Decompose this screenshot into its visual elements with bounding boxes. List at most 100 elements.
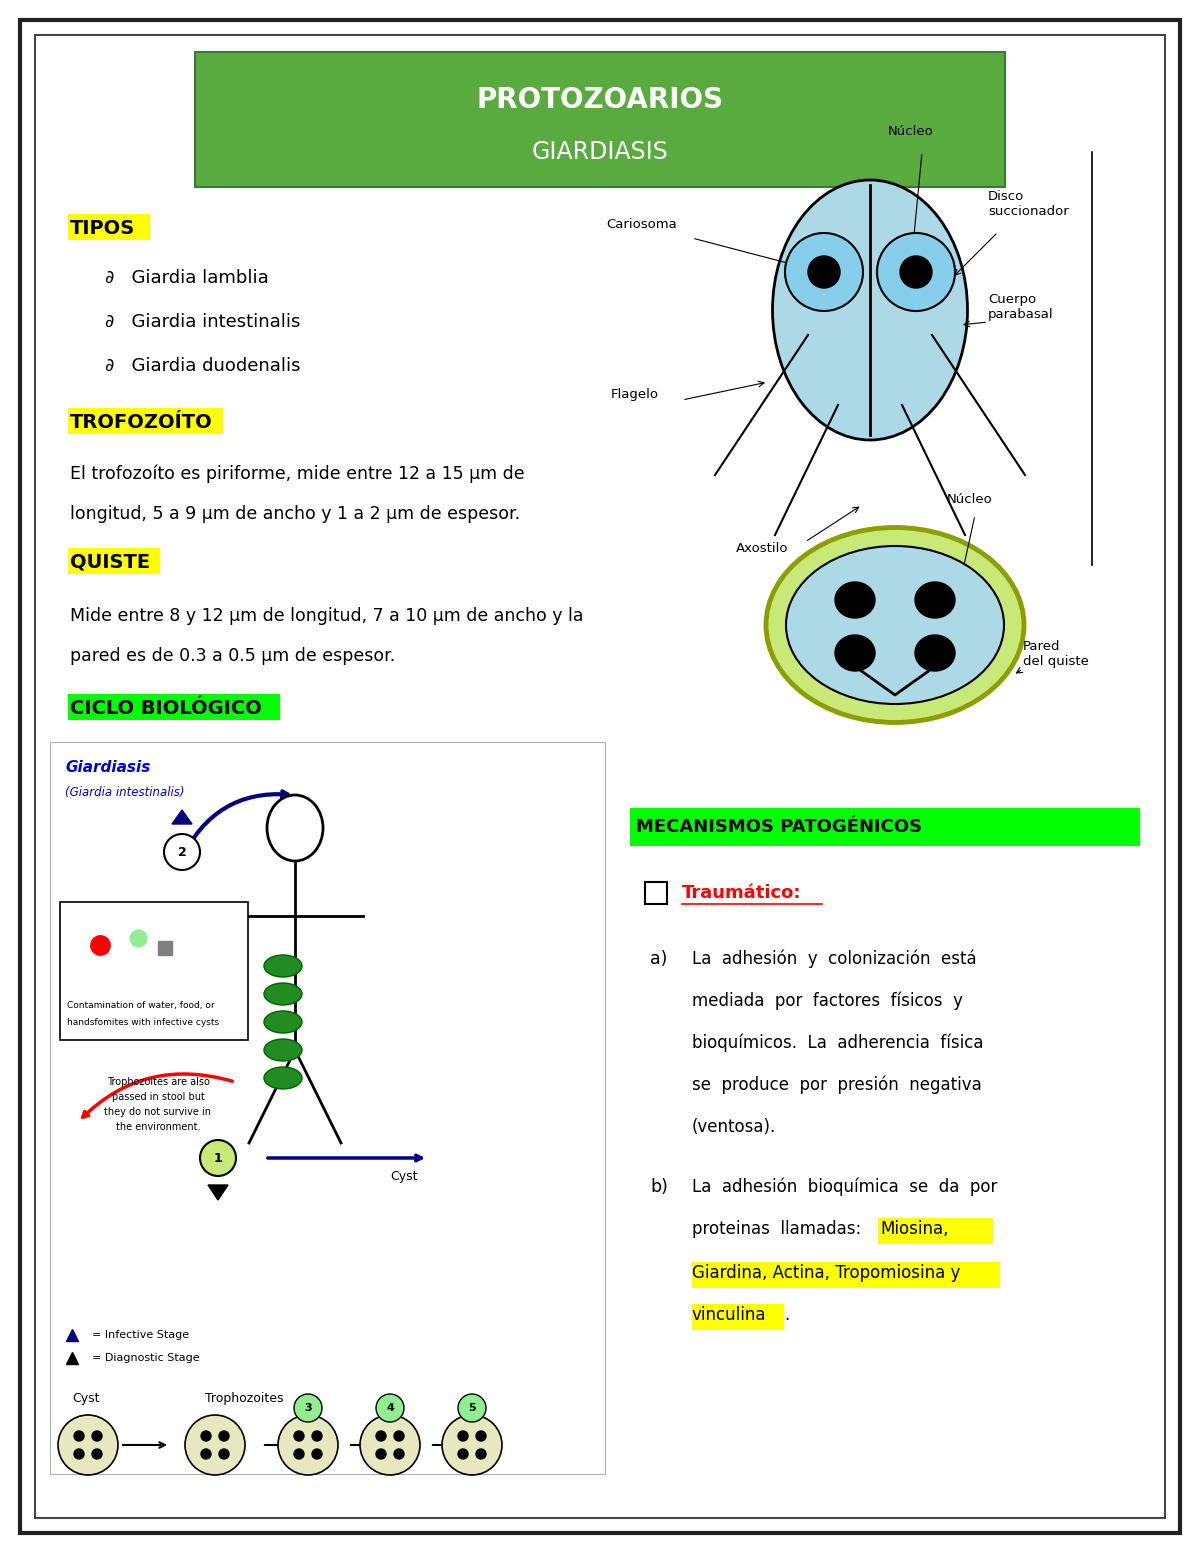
FancyBboxPatch shape bbox=[692, 1305, 784, 1329]
Polygon shape bbox=[208, 1185, 228, 1200]
FancyBboxPatch shape bbox=[646, 882, 667, 904]
Circle shape bbox=[360, 1415, 420, 1475]
Circle shape bbox=[185, 1415, 245, 1475]
Ellipse shape bbox=[264, 1039, 302, 1061]
Ellipse shape bbox=[264, 955, 302, 977]
Text: PROTOZOARIOS: PROTOZOARIOS bbox=[476, 85, 724, 113]
Text: 5: 5 bbox=[468, 1402, 476, 1413]
Circle shape bbox=[442, 1415, 502, 1475]
FancyBboxPatch shape bbox=[630, 808, 1140, 846]
Text: Mide entre 8 y 12 μm de longitud, 7 a 10 μm de ancho y la: Mide entre 8 y 12 μm de longitud, 7 a 10… bbox=[70, 607, 583, 624]
Text: Disco
succionador: Disco succionador bbox=[988, 189, 1069, 217]
Ellipse shape bbox=[835, 582, 875, 618]
Circle shape bbox=[458, 1395, 486, 1423]
Circle shape bbox=[476, 1430, 486, 1441]
Text: se  produce  por  presión  negativa: se produce por presión negativa bbox=[692, 1076, 982, 1095]
Circle shape bbox=[278, 1415, 338, 1475]
Text: ∂   Giardia lamblia: ∂ Giardia lamblia bbox=[106, 269, 269, 287]
Ellipse shape bbox=[916, 635, 955, 671]
Text: TROFOZOITO: TROFOZOITO bbox=[818, 584, 922, 598]
FancyBboxPatch shape bbox=[68, 408, 223, 433]
Ellipse shape bbox=[773, 180, 967, 439]
Text: pared es de 0.3 a 0.5 μm de espesor.: pared es de 0.3 a 0.5 μm de espesor. bbox=[70, 648, 395, 665]
Text: Traumático:: Traumático: bbox=[682, 884, 802, 902]
Circle shape bbox=[58, 1415, 118, 1475]
Text: = Diagnostic Stage: = Diagnostic Stage bbox=[92, 1353, 199, 1364]
Text: vinculina: vinculina bbox=[692, 1306, 767, 1325]
Ellipse shape bbox=[786, 547, 1004, 704]
Text: Trophozoites are also: Trophozoites are also bbox=[107, 1076, 210, 1087]
Text: QUISTE: QUISTE bbox=[70, 553, 150, 572]
Text: ∂   Giardia intestinalis: ∂ Giardia intestinalis bbox=[106, 314, 300, 331]
Text: Núcleo: Núcleo bbox=[947, 492, 992, 506]
FancyBboxPatch shape bbox=[692, 1263, 1000, 1287]
FancyBboxPatch shape bbox=[68, 694, 280, 721]
Circle shape bbox=[220, 1430, 229, 1441]
Text: El trofozоíto es piriforme, mide entre 12 a 15 μm de: El trofozоíto es piriforme, mide entre 1… bbox=[70, 464, 524, 483]
Text: CICLO BIOLÓGICO: CICLO BIOLÓGICO bbox=[70, 699, 262, 717]
Ellipse shape bbox=[900, 256, 932, 287]
Ellipse shape bbox=[785, 233, 863, 311]
Text: Axostilo: Axostilo bbox=[736, 542, 788, 554]
Text: Cariosoma: Cariosoma bbox=[607, 217, 677, 231]
Text: passed in stool but: passed in stool but bbox=[112, 1092, 204, 1103]
Ellipse shape bbox=[835, 635, 875, 671]
Circle shape bbox=[376, 1395, 404, 1423]
Text: bioquímicos.  La  adherencia  física: bioquímicos. La adherencia física bbox=[692, 1034, 984, 1053]
FancyBboxPatch shape bbox=[35, 36, 1165, 1517]
FancyBboxPatch shape bbox=[68, 214, 150, 241]
Circle shape bbox=[74, 1449, 84, 1458]
Text: handsfomites with infective cysts: handsfomites with infective cysts bbox=[67, 1019, 220, 1027]
Circle shape bbox=[74, 1430, 84, 1441]
Circle shape bbox=[294, 1395, 322, 1423]
Text: Núcleo: Núcleo bbox=[888, 124, 934, 138]
Text: TIPOS: TIPOS bbox=[70, 219, 136, 238]
Circle shape bbox=[220, 1449, 229, 1458]
Text: (ventosa).: (ventosa). bbox=[692, 1118, 776, 1135]
Text: 4: 4 bbox=[386, 1402, 394, 1413]
Text: the environment.: the environment. bbox=[115, 1121, 200, 1132]
Ellipse shape bbox=[916, 582, 955, 618]
FancyBboxPatch shape bbox=[878, 1218, 994, 1244]
Text: Cyst: Cyst bbox=[72, 1391, 100, 1405]
Text: proteinas  llamadas:: proteinas llamadas: bbox=[692, 1221, 862, 1238]
FancyBboxPatch shape bbox=[20, 20, 1180, 1533]
Text: they do not survive in: they do not survive in bbox=[104, 1107, 211, 1117]
FancyBboxPatch shape bbox=[68, 548, 160, 575]
Text: Trophozoites: Trophozoites bbox=[205, 1391, 283, 1405]
Circle shape bbox=[202, 1449, 211, 1458]
Text: (Giardia intestinalis): (Giardia intestinalis) bbox=[65, 786, 185, 798]
Text: ∂   Giardia duodenalis: ∂ Giardia duodenalis bbox=[106, 357, 300, 374]
Ellipse shape bbox=[808, 256, 840, 287]
Text: .: . bbox=[784, 1306, 790, 1325]
Circle shape bbox=[458, 1449, 468, 1458]
Text: longitud, 5 a 9 μm de ancho y 1 a 2 μm de espesor.: longitud, 5 a 9 μm de ancho y 1 a 2 μm d… bbox=[70, 505, 520, 523]
Ellipse shape bbox=[264, 983, 302, 1005]
Text: Contamination of water, food, or: Contamination of water, food, or bbox=[67, 1002, 215, 1009]
Text: La  adhesión  bioquímica  se  da  por: La adhesión bioquímica se da por bbox=[692, 1179, 997, 1196]
Text: Cyst: Cyst bbox=[390, 1169, 418, 1183]
Text: 3: 3 bbox=[304, 1402, 312, 1413]
Circle shape bbox=[294, 1449, 304, 1458]
Text: MECANISMOS PATOGÉNICOS: MECANISMOS PATOGÉNICOS bbox=[636, 818, 922, 836]
Polygon shape bbox=[172, 811, 192, 825]
FancyBboxPatch shape bbox=[50, 742, 605, 1474]
Text: Cuerpo
parabasal: Cuerpo parabasal bbox=[988, 294, 1054, 321]
Circle shape bbox=[394, 1430, 404, 1441]
Ellipse shape bbox=[766, 528, 1024, 722]
Circle shape bbox=[92, 1430, 102, 1441]
Text: Giardina, Actina, Tropomiosina y: Giardina, Actina, Tropomiosina y bbox=[692, 1264, 960, 1281]
Circle shape bbox=[476, 1449, 486, 1458]
Text: Giardiasis: Giardiasis bbox=[65, 759, 150, 775]
Text: Pared
del quiste: Pared del quiste bbox=[1022, 640, 1088, 668]
Circle shape bbox=[294, 1430, 304, 1441]
Text: a): a) bbox=[650, 950, 667, 968]
Text: = Infective Stage: = Infective Stage bbox=[92, 1329, 190, 1340]
Ellipse shape bbox=[264, 1011, 302, 1033]
Ellipse shape bbox=[264, 1067, 302, 1089]
FancyBboxPatch shape bbox=[60, 902, 248, 1041]
Circle shape bbox=[394, 1449, 404, 1458]
Circle shape bbox=[376, 1449, 386, 1458]
Circle shape bbox=[458, 1430, 468, 1441]
Text: TROFOZОÍTO: TROFOZОÍTO bbox=[70, 413, 212, 432]
